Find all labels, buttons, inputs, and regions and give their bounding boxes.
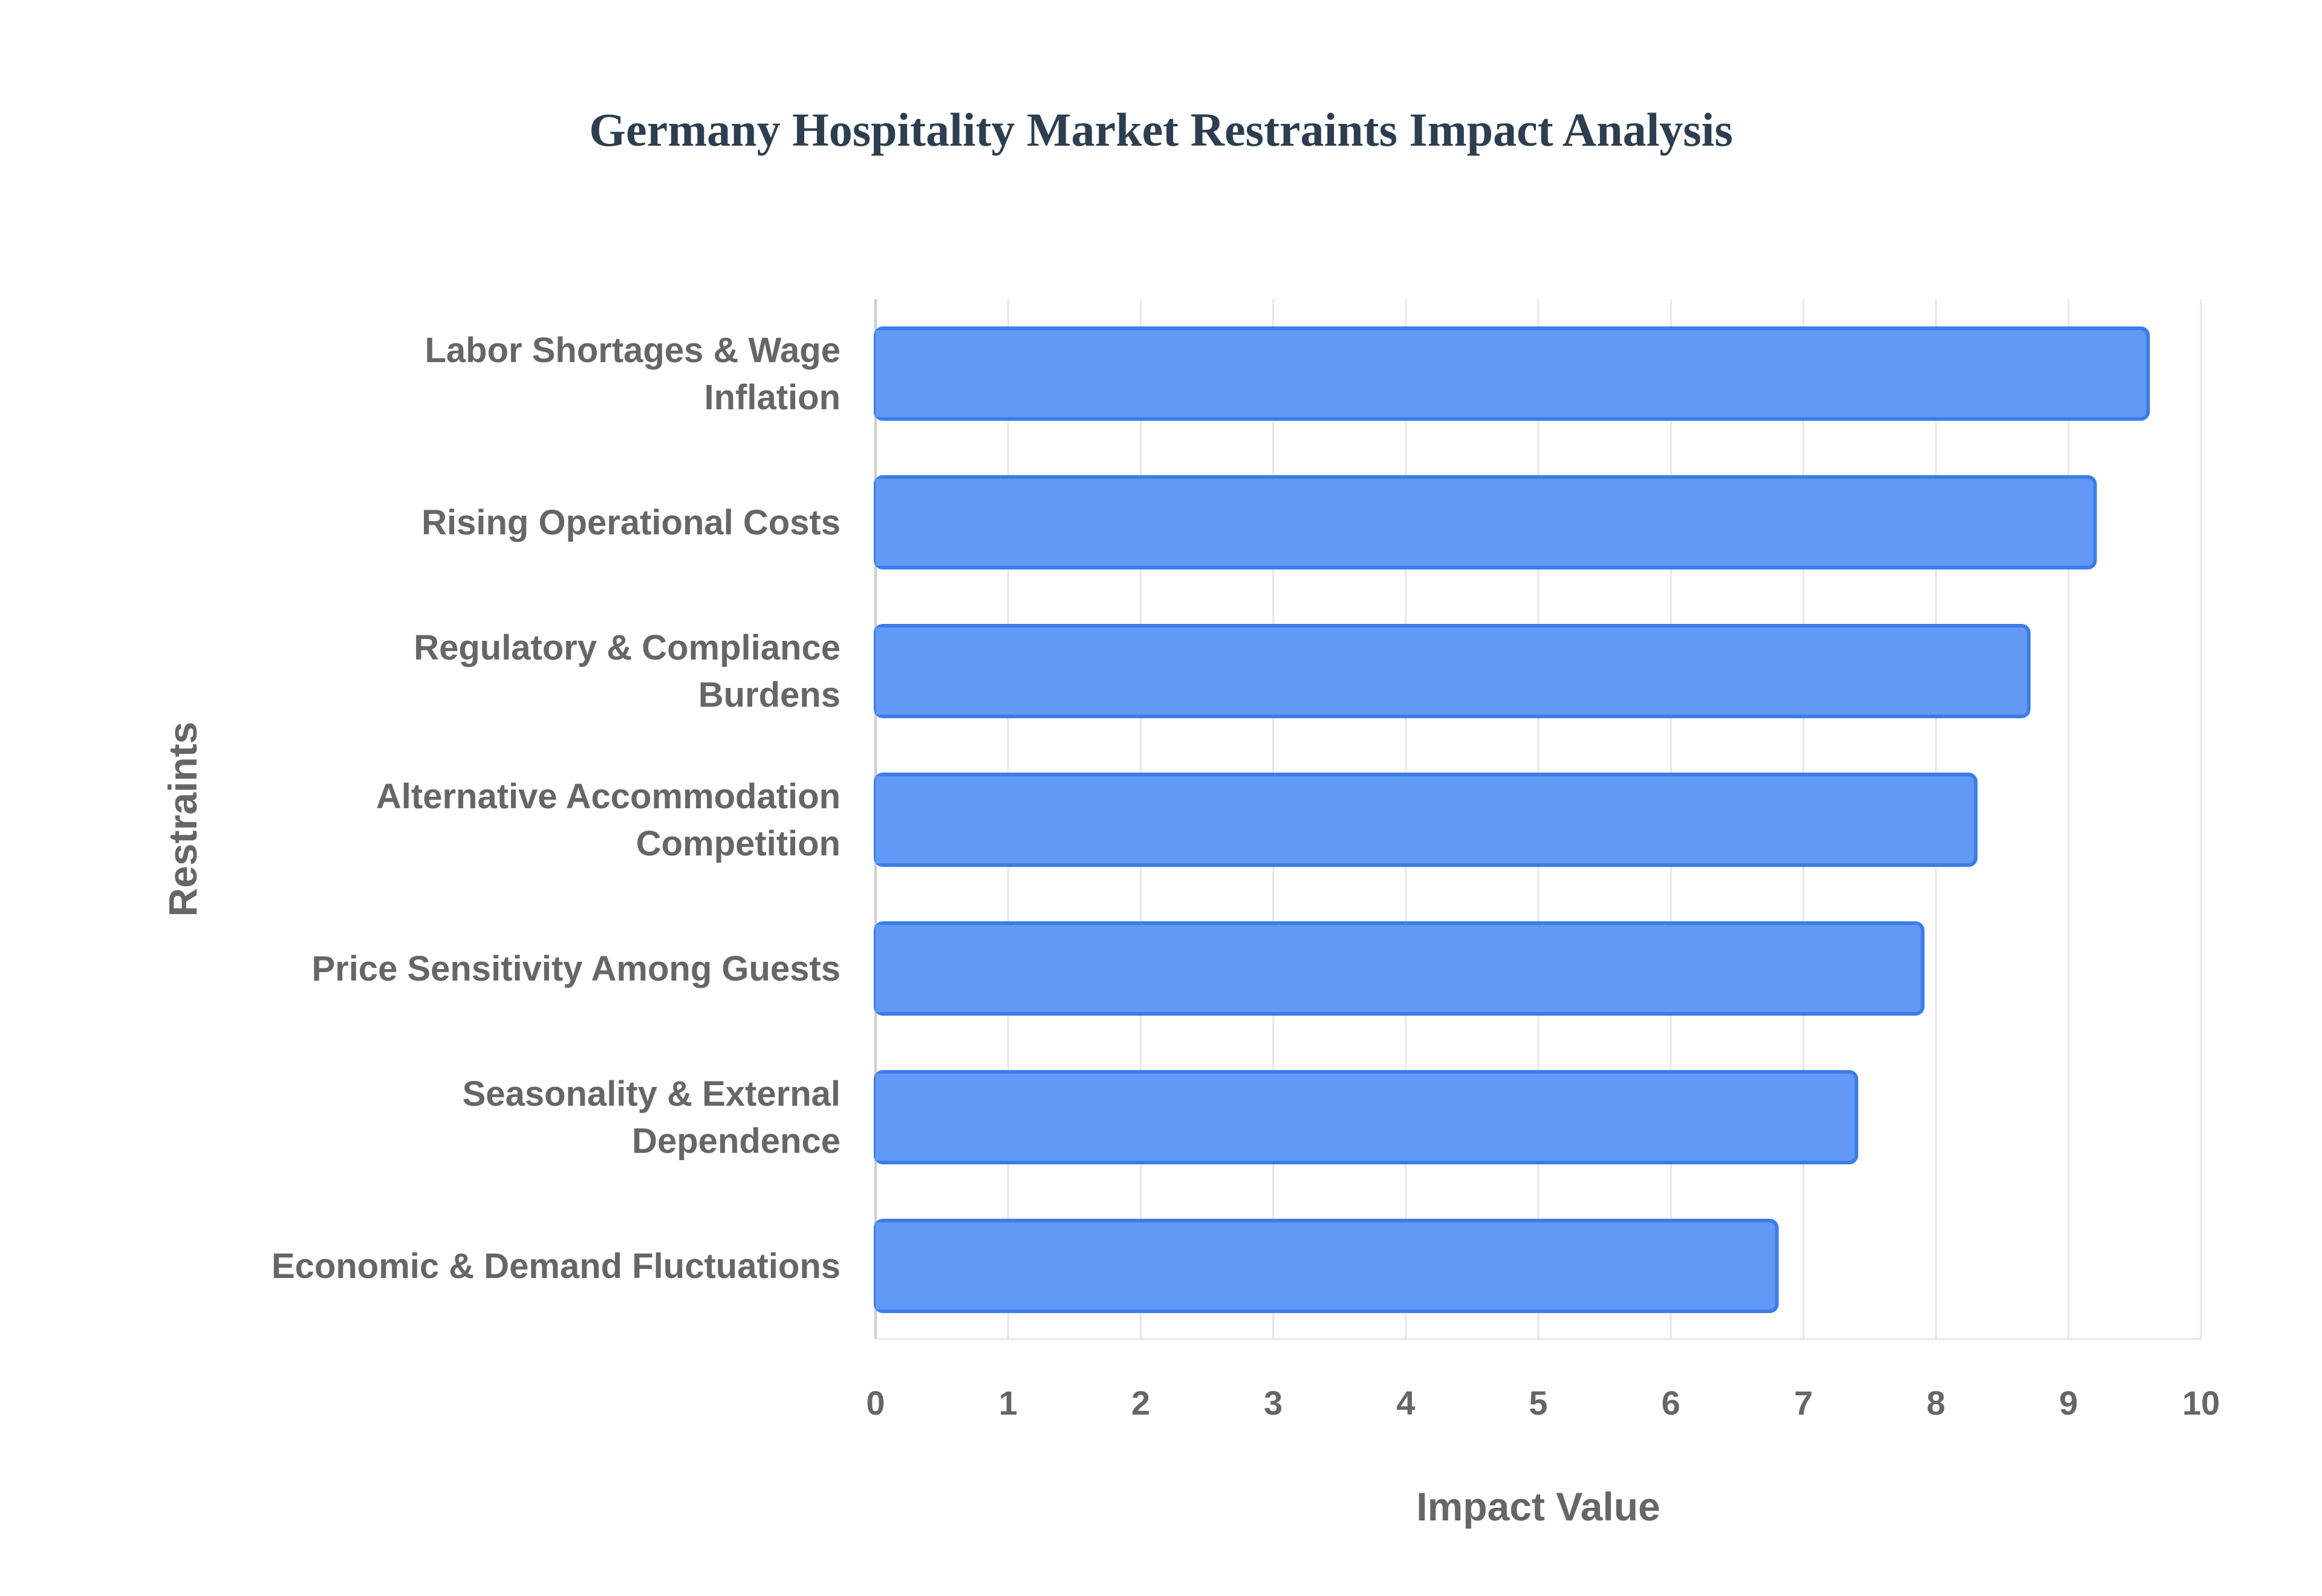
- category-label-line: Labor Shortages & Wage: [424, 331, 841, 370]
- x-tick-label: 6: [1662, 1384, 1680, 1422]
- category-label-line: Alternative Accommodation: [376, 777, 841, 816]
- category-label-line: Rising Operational Costs: [421, 503, 841, 542]
- x-tick-label: 10: [2182, 1384, 2220, 1422]
- chart-title: Germany Hospitality Market Restraints Im…: [589, 103, 1733, 156]
- category-label-line: Seasonality & External: [463, 1074, 841, 1114]
- bar-base: [876, 479, 888, 566]
- bar-base: [876, 330, 888, 417]
- x-tick-label: 4: [1396, 1384, 1415, 1422]
- x-tick-label: 5: [1529, 1384, 1547, 1422]
- bar-base: [876, 628, 888, 715]
- bar-base: [876, 925, 888, 1012]
- x-tick-label: 7: [1794, 1384, 1813, 1422]
- bar: [874, 921, 1925, 1016]
- category-label: Price Sensitivity Among Guests: [311, 949, 841, 988]
- bar: [874, 773, 1978, 867]
- category-labels: Labor Shortages & Wage Inflation Rising Op…: [272, 331, 841, 1286]
- bar-base: [876, 776, 888, 863]
- x-tick-labels: 0 1 2 3 4 5 6 7 8 9 10: [866, 1384, 2220, 1422]
- bar: [874, 624, 2031, 718]
- category-label: Rising Operational Costs: [421, 503, 841, 542]
- category-label-line: Price Sensitivity Among Guests: [311, 949, 841, 988]
- category-label: Economic & Demand Fluctuations: [272, 1247, 841, 1286]
- bar: [874, 326, 2150, 421]
- category-label-line: Economic & Demand Fluctuations: [272, 1247, 841, 1286]
- category-label-line: Regulatory & Compliance: [414, 628, 841, 667]
- category-label-line: Burdens: [698, 675, 841, 715]
- x-tick-label: 0: [866, 1384, 885, 1422]
- bar-base: [876, 1074, 888, 1161]
- category-label-line: Competition: [636, 824, 841, 863]
- x-tick-label: 3: [1264, 1384, 1283, 1422]
- x-tick-label: 9: [2059, 1384, 2078, 1422]
- category-label: Seasonality & External Dependence: [463, 1074, 841, 1161]
- bar: [874, 1219, 1779, 1313]
- x-tick-label: 8: [1927, 1384, 1945, 1422]
- bars: [874, 326, 2150, 1313]
- bar: [874, 1070, 1859, 1164]
- category-label: Labor Shortages & Wage Inflation: [424, 331, 841, 417]
- category-label: Alternative Accommodation Competition: [376, 777, 841, 863]
- bar: [874, 475, 2097, 569]
- x-axis-title: Impact Value: [1416, 1484, 1660, 1529]
- x-tick-label: 2: [1131, 1384, 1150, 1422]
- x-tick-label: 1: [999, 1384, 1018, 1422]
- y-axis-title: Restraints: [160, 722, 205, 917]
- category-label-line: Inflation: [704, 378, 841, 417]
- bar-base: [876, 1222, 888, 1309]
- category-label-line: Dependence: [632, 1121, 841, 1161]
- category-label: Regulatory & Compliance Burdens: [414, 628, 841, 715]
